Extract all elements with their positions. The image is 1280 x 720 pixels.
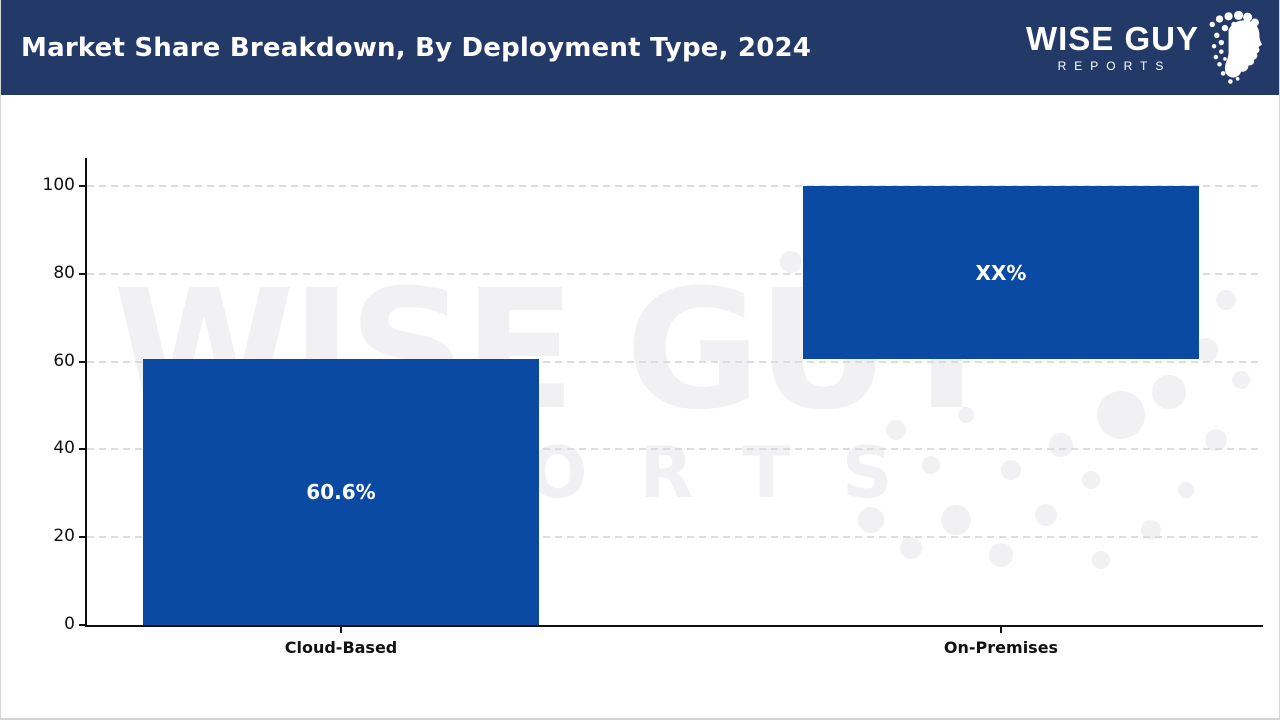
y-tick-mark <box>79 273 86 275</box>
wiseguy-logo: WISE GUY REPORTS <box>1026 10 1263 85</box>
bar-cloud-based: 60.6% <box>143 359 539 625</box>
gridline <box>87 536 1263 538</box>
x-tick-mark <box>340 626 342 633</box>
gridline <box>87 273 1263 275</box>
y-tick-label: 60 <box>53 351 75 371</box>
y-tick-mark <box>79 536 86 538</box>
x-axis <box>85 625 1263 627</box>
x-tick-label: Cloud-Based <box>284 638 398 657</box>
x-tick-label: On-Premises <box>943 638 1059 657</box>
gridline <box>87 448 1263 450</box>
logo-wordmark: WISE GUY <box>1025 20 1199 57</box>
bar-on-premises: XX% <box>803 186 1199 359</box>
bar-value-label: 60.6% <box>306 480 376 504</box>
logo-text: WISE GUY REPORTS <box>1026 22 1199 73</box>
gridline <box>87 361 1263 363</box>
y-tick-label: 100 <box>42 175 75 195</box>
y-tick-label: 80 <box>53 263 75 283</box>
y-tick-label: 0 <box>64 614 75 634</box>
header-bar: Market Share Breakdown, By Deployment Ty… <box>1 0 1279 95</box>
y-tick-label: 20 <box>53 526 75 546</box>
gridline <box>87 185 1263 187</box>
y-tick-mark <box>79 185 86 187</box>
page-title: Market Share Breakdown, By Deployment Ty… <box>21 32 812 63</box>
y-tick-mark <box>79 448 86 450</box>
y-axis <box>85 158 87 627</box>
logo-subtitle: REPORTS <box>1057 59 1172 73</box>
y-tick-mark <box>79 624 86 626</box>
bar-value-label: XX% <box>975 260 1027 285</box>
y-tick-mark <box>79 361 86 363</box>
logo-face-icon <box>1209 10 1263 84</box>
y-tick-label: 40 <box>53 438 75 458</box>
x-tick-mark <box>1000 626 1002 633</box>
